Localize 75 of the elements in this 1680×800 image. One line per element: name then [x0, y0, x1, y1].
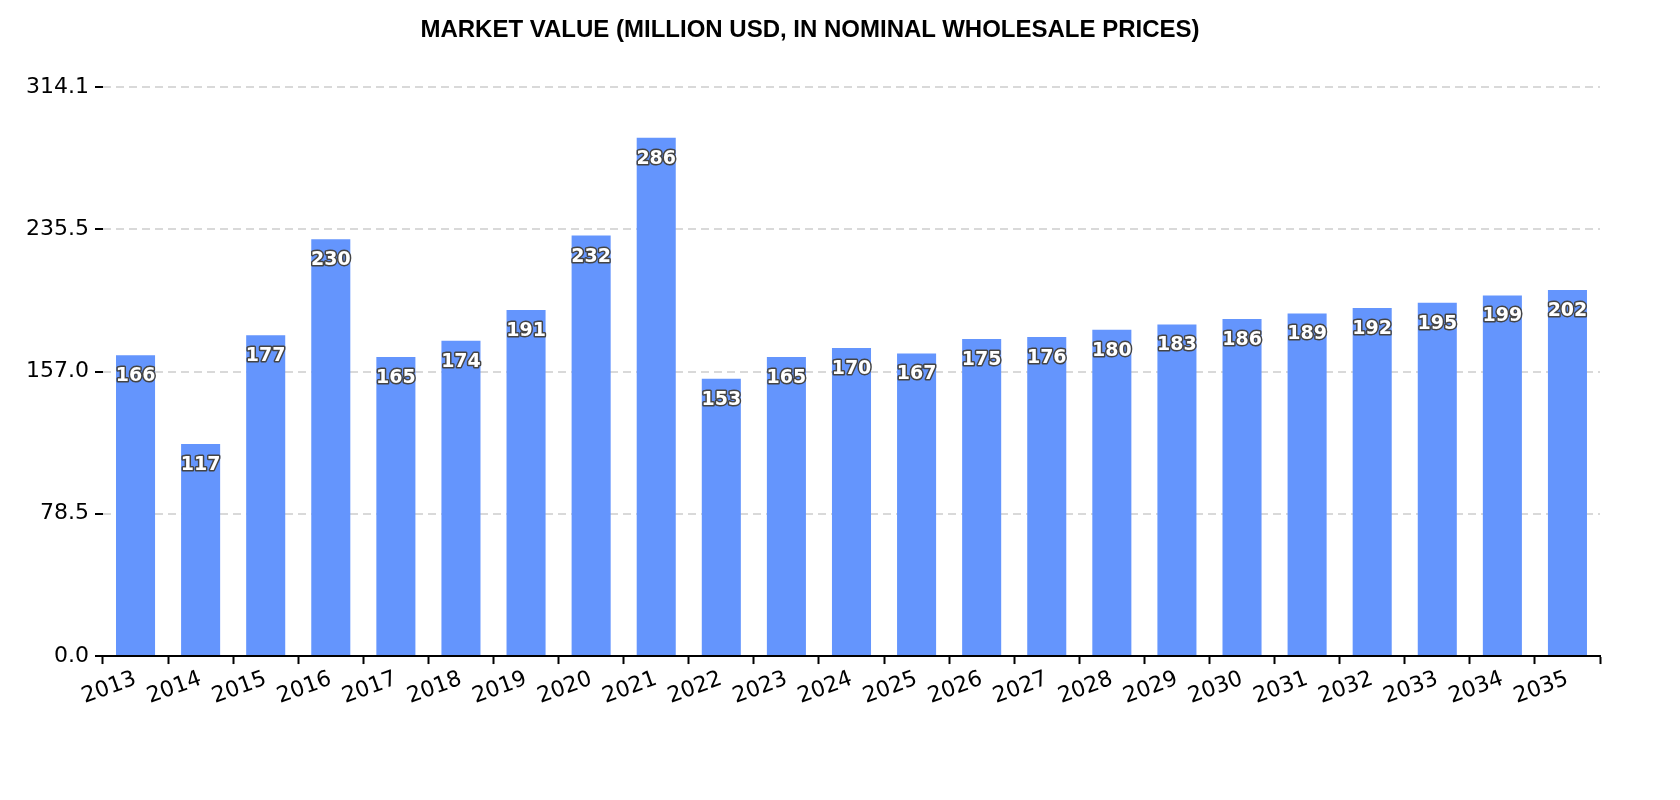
data-label: 165	[376, 364, 416, 387]
data-label: 180	[1092, 337, 1132, 360]
data-label: 165	[766, 364, 807, 387]
data-label: 117	[180, 451, 221, 474]
bar	[1092, 329, 1132, 656]
data-label: 202	[1547, 297, 1588, 320]
bar	[1482, 295, 1522, 656]
y-tick-label: 157.0	[26, 357, 89, 383]
data-label: 183	[1157, 332, 1197, 355]
bar	[831, 347, 872, 656]
x-tick-label: 2035	[1509, 665, 1572, 708]
data-label: 166	[115, 363, 156, 386]
y-tick-label: 0.0	[53, 641, 89, 667]
x-tick-label: 2015	[208, 665, 270, 708]
data-label: 230	[310, 247, 351, 270]
bar	[441, 340, 481, 656]
x-tick-label: 2033	[1379, 665, 1441, 708]
bar	[1352, 308, 1392, 656]
x-tick-label: 2024	[793, 665, 856, 708]
data-label: 186	[1222, 326, 1262, 349]
x-tick-label: 2027	[989, 665, 1051, 708]
bar	[1417, 302, 1457, 656]
bar	[636, 137, 676, 656]
data-label: 175	[961, 346, 1002, 369]
bar	[1157, 324, 1197, 656]
y-tick-label: 78.5	[40, 499, 89, 525]
x-tick-label: 2032	[1314, 665, 1376, 708]
x-tick-label: 2018	[403, 665, 465, 708]
bar	[181, 444, 221, 656]
x-tick-label: 2026	[924, 665, 986, 708]
bar	[897, 353, 937, 656]
data-label: 286	[636, 145, 677, 168]
data-label: 177	[245, 343, 286, 366]
x-tick-label: 2025	[859, 665, 921, 708]
y-tick-label: 235.5	[26, 214, 89, 240]
data-label: 176	[1026, 345, 1067, 368]
data-label: 199	[1482, 303, 1523, 326]
bar	[701, 378, 741, 656]
data-label: 174	[441, 348, 481, 371]
x-tick-label: 2023	[728, 665, 791, 708]
bar	[1222, 318, 1262, 656]
bar	[1287, 313, 1327, 656]
x-tick-label: 2028	[1054, 665, 1116, 708]
bar	[246, 335, 286, 656]
bar	[311, 239, 351, 656]
x-tick-label: 2017	[338, 665, 400, 708]
x-tick-label: 2020	[533, 665, 595, 708]
x-tick-label: 2021	[598, 665, 660, 708]
data-label: 191	[506, 317, 546, 340]
x-tick-label: 2013	[78, 665, 140, 708]
y-tick-label: 314.1	[26, 72, 89, 98]
x-tick-label: 2034	[1444, 665, 1507, 708]
chart-title: MARKET VALUE (MILLION USD, IN NOMINAL WHOLESALE PRICES)	[420, 15, 1200, 43]
data-label: 170	[831, 355, 872, 378]
x-tick-label: 2014	[143, 665, 205, 708]
data-label: 192	[1352, 316, 1393, 339]
data-label: 195	[1417, 310, 1458, 333]
x-tick-label: 2019	[468, 665, 530, 708]
x-tick-label: 2029	[1119, 665, 1181, 708]
x-tick-label: 2030	[1184, 665, 1246, 708]
data-label: 232	[571, 243, 611, 266]
bar	[571, 235, 611, 656]
bar	[1027, 337, 1067, 656]
bar	[506, 309, 546, 656]
data-label: 153	[701, 386, 742, 409]
bar	[1547, 289, 1587, 656]
bar	[962, 338, 1002, 656]
bar	[116, 355, 156, 656]
bar	[766, 357, 806, 656]
x-tick-label: 2031	[1249, 665, 1311, 708]
data-label: 189	[1287, 321, 1327, 344]
bar	[376, 357, 416, 656]
x-tick-label: 2022	[663, 665, 725, 708]
x-tick-label: 2016	[273, 665, 335, 708]
data-label: 167	[896, 361, 937, 384]
